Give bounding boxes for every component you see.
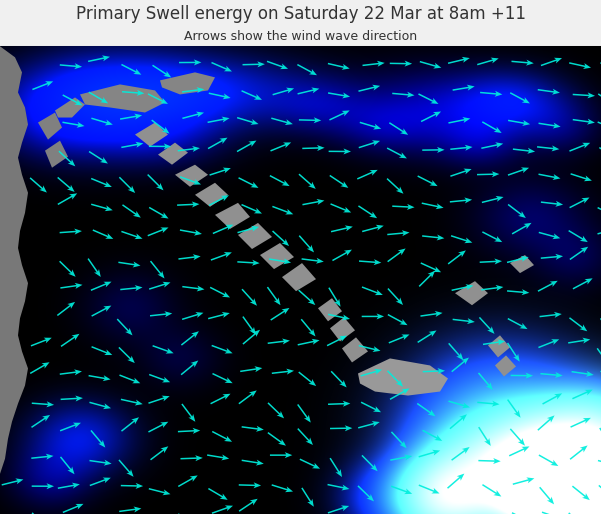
Polygon shape <box>488 335 510 357</box>
Polygon shape <box>0 46 28 474</box>
Polygon shape <box>495 355 516 376</box>
Polygon shape <box>260 243 294 269</box>
Polygon shape <box>38 113 62 140</box>
Text: Arrows show the wind wave direction: Arrows show the wind wave direction <box>184 30 417 43</box>
Polygon shape <box>45 141 68 168</box>
Polygon shape <box>195 183 228 207</box>
Polygon shape <box>55 98 85 118</box>
Polygon shape <box>215 203 250 229</box>
Polygon shape <box>282 263 316 291</box>
Polygon shape <box>455 281 488 305</box>
Polygon shape <box>318 298 342 321</box>
Polygon shape <box>238 223 272 249</box>
Polygon shape <box>158 142 188 164</box>
Text: Primary Swell energy on Saturday 22 Mar at 8am +11: Primary Swell energy on Saturday 22 Mar … <box>76 5 525 23</box>
Polygon shape <box>330 317 355 341</box>
Polygon shape <box>135 122 168 146</box>
Polygon shape <box>175 164 208 187</box>
Polygon shape <box>510 255 534 273</box>
Polygon shape <box>358 358 448 396</box>
Polygon shape <box>160 72 215 95</box>
Polygon shape <box>80 84 165 113</box>
Polygon shape <box>342 337 368 362</box>
